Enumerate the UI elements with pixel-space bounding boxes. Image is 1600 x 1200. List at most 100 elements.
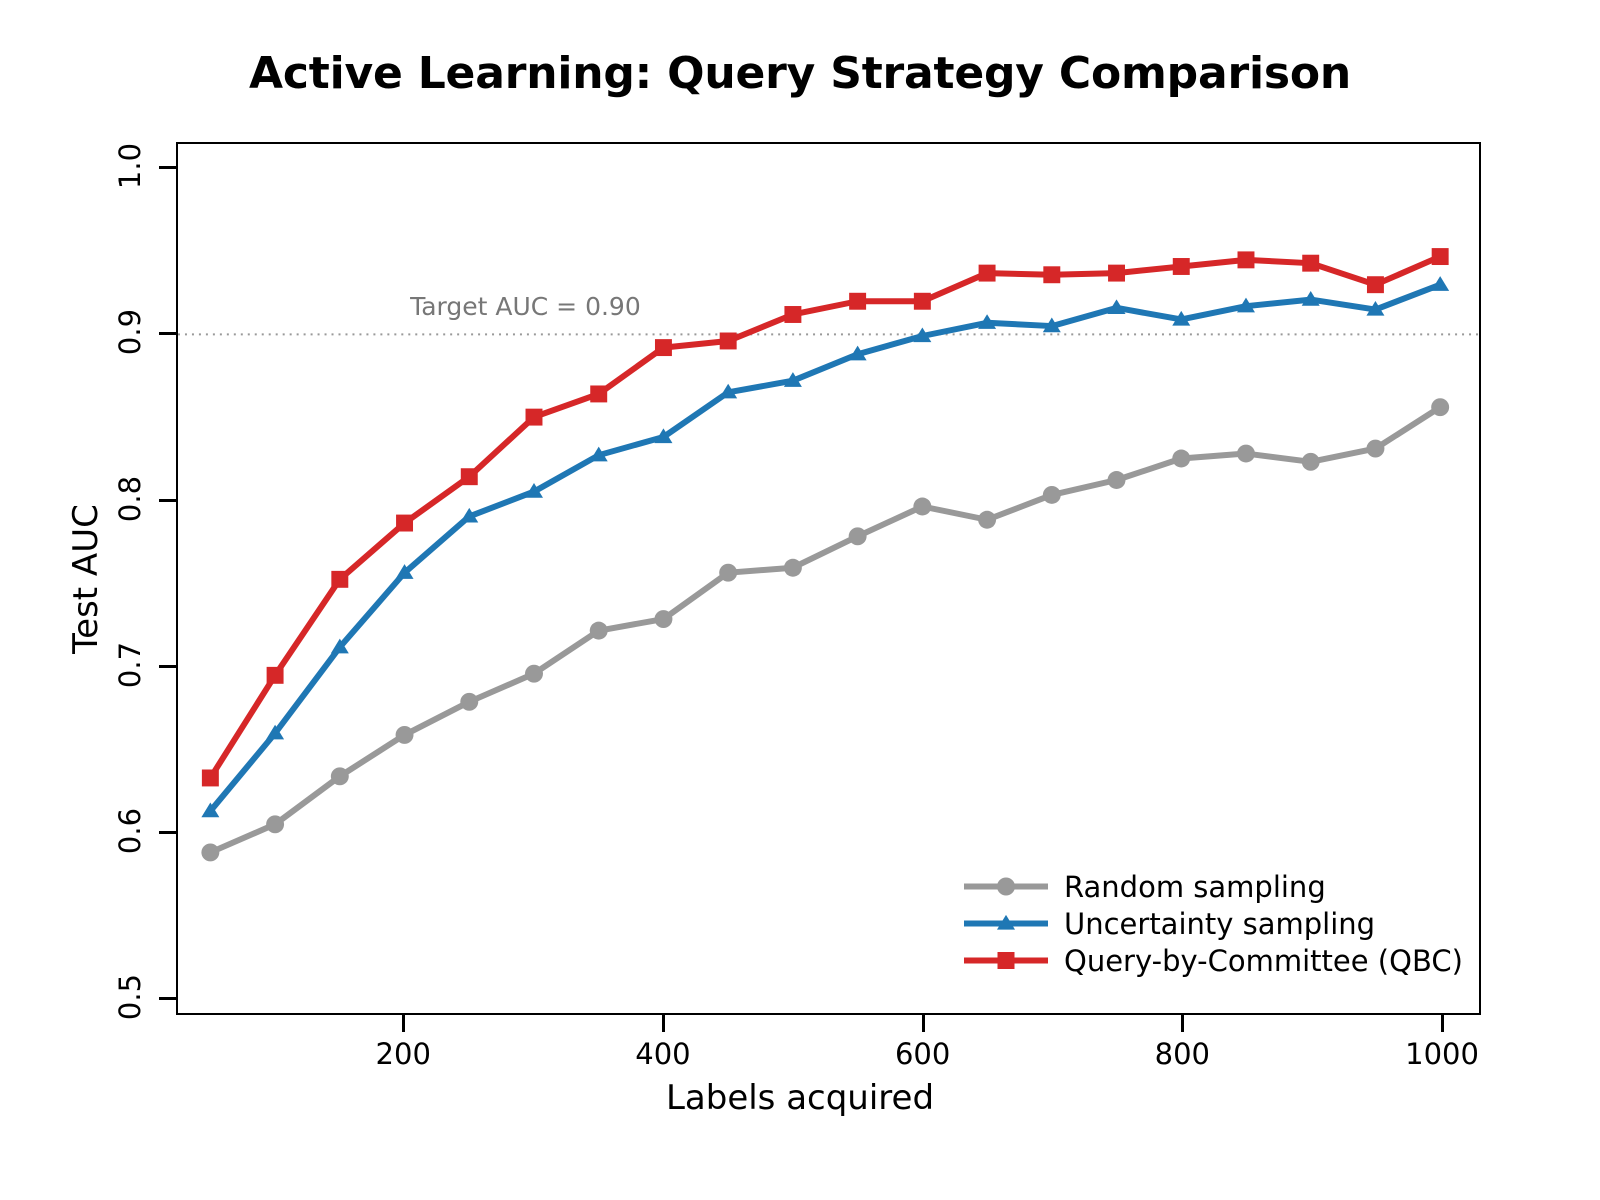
circle-marker	[978, 510, 997, 529]
square-marker	[1431, 248, 1449, 266]
triangle-marker	[589, 446, 608, 462]
series-1	[201, 398, 1450, 862]
x-tick-mark	[1181, 1015, 1185, 1032]
square-marker	[654, 339, 672, 357]
triangle-marker	[1301, 291, 1320, 306]
x-tick-label: 800	[1154, 1037, 1210, 1071]
circle-marker	[395, 725, 414, 744]
square-marker	[201, 769, 219, 787]
circle-marker	[1431, 398, 1450, 417]
target-auc-annotation: Target AUC = 0.90	[410, 292, 641, 322]
square-marker	[266, 666, 284, 684]
circle-marker	[654, 610, 673, 629]
circle-marker	[266, 815, 285, 834]
triangle-marker	[719, 383, 738, 399]
triangle-marker	[1431, 276, 1450, 291]
plot-area: Target AUC = 0.90	[176, 142, 1481, 1015]
circle-marker	[1042, 485, 1061, 504]
circle-marker	[589, 621, 608, 640]
circle-marker	[997, 877, 1015, 896]
chart-title: Active Learning: Query Strategy Comparis…	[249, 48, 1351, 99]
triangle-marker	[460, 507, 479, 523]
square-marker	[590, 385, 608, 403]
triangle-marker	[266, 724, 285, 740]
triangle-marker	[978, 314, 997, 329]
x-tick-mark	[921, 1015, 925, 1032]
triangle-marker	[1042, 317, 1061, 333]
circle-marker	[1366, 439, 1385, 458]
triangle-marker	[330, 638, 349, 654]
triangle-marker	[395, 564, 414, 579]
legend-item[interactable]: Uncertainty sampling	[960, 905, 1470, 942]
x-axis-label: Labels acquired	[665, 1078, 935, 1118]
circle-marker	[848, 527, 867, 546]
triangle-marker	[848, 345, 867, 361]
legend-marker-circle	[960, 868, 1052, 905]
y-tick-mark	[159, 664, 176, 668]
square-marker	[913, 292, 931, 310]
series-line	[207, 253, 1444, 781]
y-tick-label: 0.9	[113, 309, 147, 356]
square-marker	[997, 952, 1015, 969]
circle-marker	[719, 563, 738, 582]
square-marker	[1108, 264, 1126, 282]
triangle-marker	[201, 802, 220, 818]
triangle-marker	[525, 483, 543, 498]
square-marker	[719, 332, 737, 350]
y-tick-mark	[159, 165, 176, 169]
y-tick-label: 1.0	[113, 142, 147, 189]
series-2	[201, 276, 1450, 818]
y-tick-label: 0.8	[113, 475, 147, 522]
square-marker	[978, 264, 996, 282]
y-tick-mark	[159, 997, 176, 1001]
triangle-marker	[1236, 297, 1255, 313]
legend-item-label: Query-by-Committee (QBC)	[1064, 943, 1463, 978]
legend-item[interactable]: Query-by-Committee (QBC)	[960, 942, 1470, 979]
chart-legend: Random sampling Uncertainty sampling Query…	[960, 868, 1470, 979]
series-line	[207, 404, 1444, 856]
series-canvas	[178, 248, 1479, 862]
x-tick-label: 400	[635, 1037, 691, 1071]
triangle-marker	[783, 372, 802, 387]
square-marker	[396, 514, 414, 532]
y-tick-mark	[159, 498, 176, 502]
circle-marker	[460, 692, 479, 711]
square-marker	[784, 306, 802, 323]
square-marker	[1237, 251, 1255, 269]
y-tick-mark	[159, 332, 176, 336]
circle-marker	[1107, 471, 1126, 489]
y-tick-mark	[159, 831, 176, 835]
square-marker	[460, 468, 478, 486]
triangle-marker	[1366, 300, 1385, 316]
y-axis-label: Test AUC	[66, 503, 106, 654]
square-marker	[849, 292, 867, 310]
legend-item[interactable]: Random sampling	[960, 868, 1470, 905]
x-tick-label: 200	[375, 1037, 431, 1071]
legend-marker-triangle	[960, 905, 1052, 942]
x-tick-mark	[661, 1015, 665, 1032]
x-tick-mark	[402, 1015, 406, 1032]
circle-marker	[1301, 452, 1320, 471]
circle-marker	[1237, 444, 1255, 463]
triangle-marker	[1172, 310, 1191, 326]
x-tick-label: 600	[894, 1037, 951, 1071]
triangle-marker	[654, 428, 673, 444]
square-marker	[331, 570, 349, 588]
square-marker	[1172, 258, 1190, 275]
circle-marker	[201, 843, 220, 862]
square-marker	[525, 408, 543, 426]
y-tick-label: 0.7	[113, 641, 147, 688]
square-marker	[1302, 254, 1320, 272]
circle-marker	[1172, 449, 1191, 468]
series-3	[201, 248, 1449, 787]
triangle-marker	[1107, 299, 1126, 315]
y-tick-label: 0.6	[113, 808, 147, 855]
x-tick-mark	[1441, 1015, 1445, 1032]
circle-marker	[913, 497, 932, 516]
x-tick-label: 1000	[1405, 1037, 1479, 1071]
triangle-marker	[996, 914, 1016, 930]
square-marker	[1043, 266, 1061, 284]
series-line	[207, 281, 1444, 815]
circle-marker	[525, 664, 543, 683]
